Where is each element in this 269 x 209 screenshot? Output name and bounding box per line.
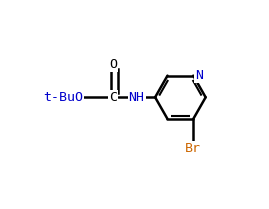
Text: O: O [109,58,117,71]
Text: NH: NH [129,91,144,104]
Text: Br: Br [185,142,201,155]
Text: C: C [109,91,117,104]
Text: N: N [196,69,203,82]
Text: t-BuO: t-BuO [43,91,83,104]
